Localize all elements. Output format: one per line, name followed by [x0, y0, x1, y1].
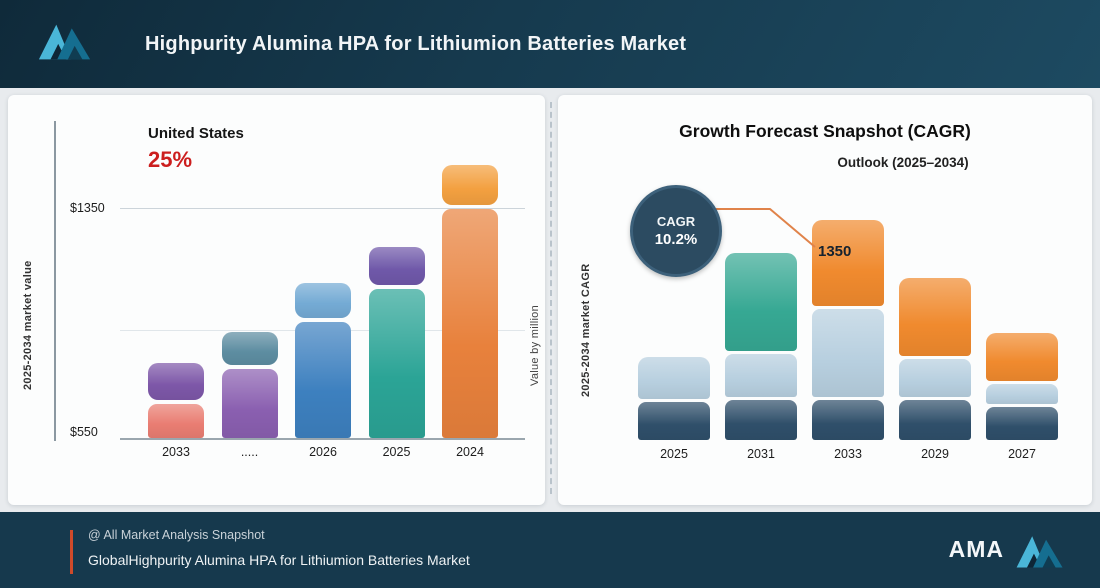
x-axis-label: 2025	[660, 447, 688, 461]
bar-2033	[148, 363, 204, 438]
footer-bar: @ All Market Analysis Snapshot GlobalHig…	[0, 512, 1100, 588]
x-axis-label: 2033	[834, 447, 862, 461]
bar-segment	[986, 384, 1058, 405]
country-label: United States	[148, 125, 244, 142]
footer-accent-line	[70, 530, 73, 574]
cagr-badge-label: CAGR	[656, 214, 696, 229]
footer-market-text: GlobalHighpurity Alumina HPA for Lithium…	[88, 552, 470, 568]
bar-segment	[725, 252, 797, 351]
right-panel-subtitle: Outlook (2025–2034)	[837, 155, 969, 170]
bar-main-segment	[295, 321, 351, 438]
baseline	[120, 438, 525, 440]
bar-cap-segment	[221, 331, 278, 365]
bar-segment	[638, 402, 710, 440]
bar-2024	[442, 164, 498, 438]
left-chart-panel: 2025-2034 market value $1350 $550 United…	[8, 95, 545, 505]
bar-2029	[899, 278, 971, 440]
x-axis-label: 2031	[747, 447, 775, 461]
y-tick-1350: $1350	[70, 201, 105, 215]
left-chart-bars	[148, 95, 498, 438]
bar-segment	[812, 308, 884, 397]
panel-divider	[550, 102, 552, 494]
bar-segment	[725, 354, 797, 397]
bar-2026	[295, 282, 351, 438]
header-bar: Highpurity Alumina HPA for Lithiumion Ba…	[0, 0, 1100, 88]
bar-segment	[899, 278, 971, 357]
x-axis-label: 2024	[456, 445, 484, 459]
right-chart-panel: Growth Forecast Snapshot (CAGR) Outlook …	[558, 95, 1092, 505]
bar-segment	[899, 359, 971, 397]
bar-cap-segment	[442, 164, 498, 206]
value-by-million-label: Value by million	[529, 304, 541, 386]
left-y-axis-label: 2025-2034 market value	[22, 260, 34, 390]
y-axis-line	[54, 121, 56, 441]
content-area: 2025-2034 market value $1350 $550 United…	[0, 88, 1100, 512]
bar-segment	[638, 357, 710, 400]
right-y-axis-label: 2025-2034 market CAGR	[580, 263, 592, 397]
left-chart-x-labels: 2033..... 2026 2025 2024	[148, 445, 498, 459]
bar-2025	[638, 357, 710, 440]
bar-.....	[221, 331, 278, 438]
x-axis-label: 2029	[921, 447, 949, 461]
ama-logo	[36, 18, 94, 69]
bar-cap-segment	[295, 282, 351, 318]
bar-segment	[812, 220, 884, 306]
bar-main-segment	[148, 403, 204, 438]
bar-cap-segment	[368, 246, 425, 285]
bar-segment	[986, 407, 1058, 440]
cagr-badge: CAGR 10.2%	[630, 185, 722, 277]
bar-annotation-1350: 1350	[818, 243, 852, 260]
page-title: Highpurity Alumina HPA for Lithiumion Ba…	[145, 33, 687, 55]
bar-2027	[986, 333, 1058, 440]
right-panel-title: Growth Forecast Snapshot (CAGR)	[679, 121, 971, 141]
x-axis-label: 2027	[1008, 447, 1036, 461]
y-tick-550: $550	[70, 425, 98, 439]
bar-main-segment	[368, 288, 425, 438]
bar-main-segment	[442, 209, 498, 438]
cagr-badge-value: 10.2%	[654, 231, 698, 248]
ama-mountain-icon	[1016, 536, 1063, 568]
footer-brand-text: AMA	[948, 536, 1004, 562]
gridline-1350	[120, 208, 525, 209]
right-chart-x-labels: 2025 2031 2033 2029 2027	[638, 447, 1058, 461]
highlight-percent: 25%	[148, 147, 193, 172]
x-axis-label: 2033	[162, 445, 190, 459]
x-axis-label: 2026	[309, 445, 337, 459]
bar-2033	[812, 220, 884, 440]
bar-2031	[725, 252, 797, 440]
footer-ama-logo	[1014, 530, 1066, 577]
right-chart-bars	[638, 95, 1058, 440]
x-axis-label: .....	[240, 445, 259, 459]
bar-2025	[368, 246, 425, 438]
ama-mountain-icon	[38, 24, 91, 60]
bar-segment	[899, 399, 971, 440]
footer-snapshot-text: @ All Market Analysis Snapshot	[88, 528, 265, 542]
x-axis-label: 2025	[382, 445, 411, 459]
bar-segment	[725, 399, 797, 440]
bar-cap-segment	[148, 363, 204, 400]
bar-segment	[812, 399, 884, 440]
bar-main-segment	[221, 369, 278, 438]
bar-segment	[986, 333, 1058, 382]
